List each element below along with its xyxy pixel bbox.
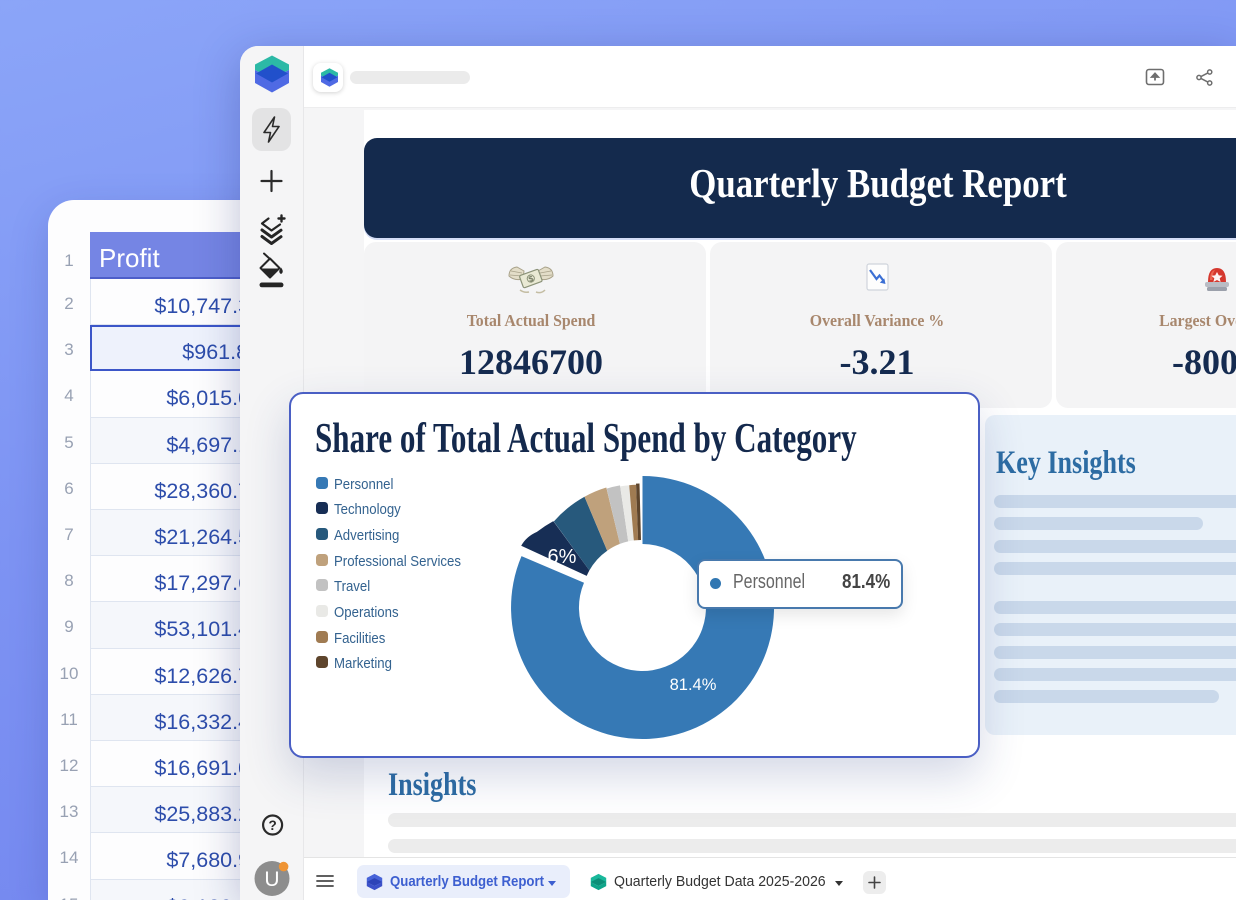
svg-text:U: U <box>264 868 279 891</box>
svg-text:81.4%: 81.4% <box>670 676 717 694</box>
svg-text:$: $ <box>527 274 535 284</box>
svg-text:?: ? <box>268 818 276 833</box>
svg-text:6%: 6% <box>548 546 577 568</box>
